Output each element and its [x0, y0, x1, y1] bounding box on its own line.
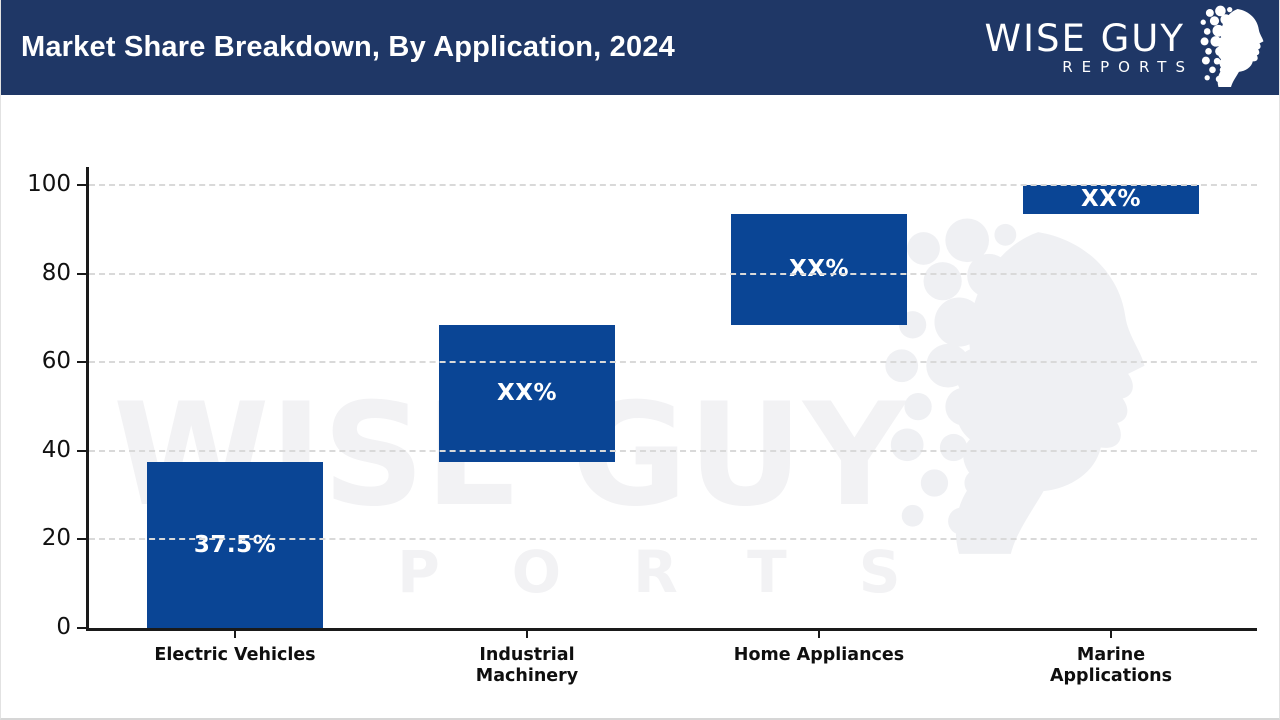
bar-value-label: 37.5% [193, 531, 277, 558]
y-tick-label: 80 [41, 259, 71, 286]
bar-value-label: XX% [1080, 186, 1141, 213]
y-tick-label: 60 [41, 348, 71, 375]
x-category-label: Marine Applications [1049, 645, 1173, 687]
x-tick [1110, 631, 1112, 638]
y-tick-label: 100 [27, 171, 71, 197]
x-category-label: Industrial Machinery [475, 645, 579, 687]
x-category-label: Home Appliances [733, 645, 905, 665]
wiseguy-logo: WISE GUY REPORTS [985, 5, 1275, 91]
header: Market Share Breakdown, By Application, … [1, 0, 1279, 95]
watermark-head-icon [885, 218, 1145, 554]
gridline [89, 449, 1257, 452]
y-tick-label: 0 [56, 614, 71, 640]
x-category-label: Electric Vehicles [154, 645, 316, 665]
bar-industrial-machinery: XX% [439, 324, 615, 462]
bar-home-appliances: XX% [731, 213, 907, 325]
y-tick [77, 538, 86, 541]
gridline [89, 184, 1257, 186]
bar-value-label: XX% [788, 256, 849, 283]
bar-electric-vehicles: 37.5% [147, 461, 323, 628]
bar-marine-applications: XX% [1023, 185, 1199, 214]
y-tick-label: 20 [41, 525, 71, 552]
chart-canvas: WISE GUY REPORTS 0 20 40 60 80 100 37.5% Electr… [1, 95, 1279, 718]
y-tick-label: 40 [41, 436, 71, 463]
x-tick [818, 631, 820, 638]
y-tick [77, 361, 86, 364]
y-axis [86, 167, 89, 631]
y-tick [77, 627, 86, 629]
page-title: Market Share Breakdown, By Application, … [21, 31, 675, 63]
logo-wordmark-line2: REPORTS [1062, 58, 1194, 76]
x-axis [86, 628, 1257, 631]
x-tick [526, 631, 528, 638]
logo-wordmark-line1: WISE GUY [984, 17, 1185, 60]
plot-area: 0 20 40 60 80 100 37.5% Electric Vehicles XX% Ind… [1, 95, 1279, 718]
bar-value-label: XX% [496, 380, 557, 407]
gridline [89, 538, 1257, 541]
gridline [89, 361, 1257, 364]
logo-wordmark: WISE GUY REPORTS [985, 20, 1185, 75]
y-tick [77, 184, 86, 186]
y-tick [77, 272, 86, 275]
y-tick [77, 449, 86, 452]
gridline [89, 272, 1257, 275]
x-tick [234, 631, 236, 638]
head-dots-icon [1200, 5, 1264, 87]
